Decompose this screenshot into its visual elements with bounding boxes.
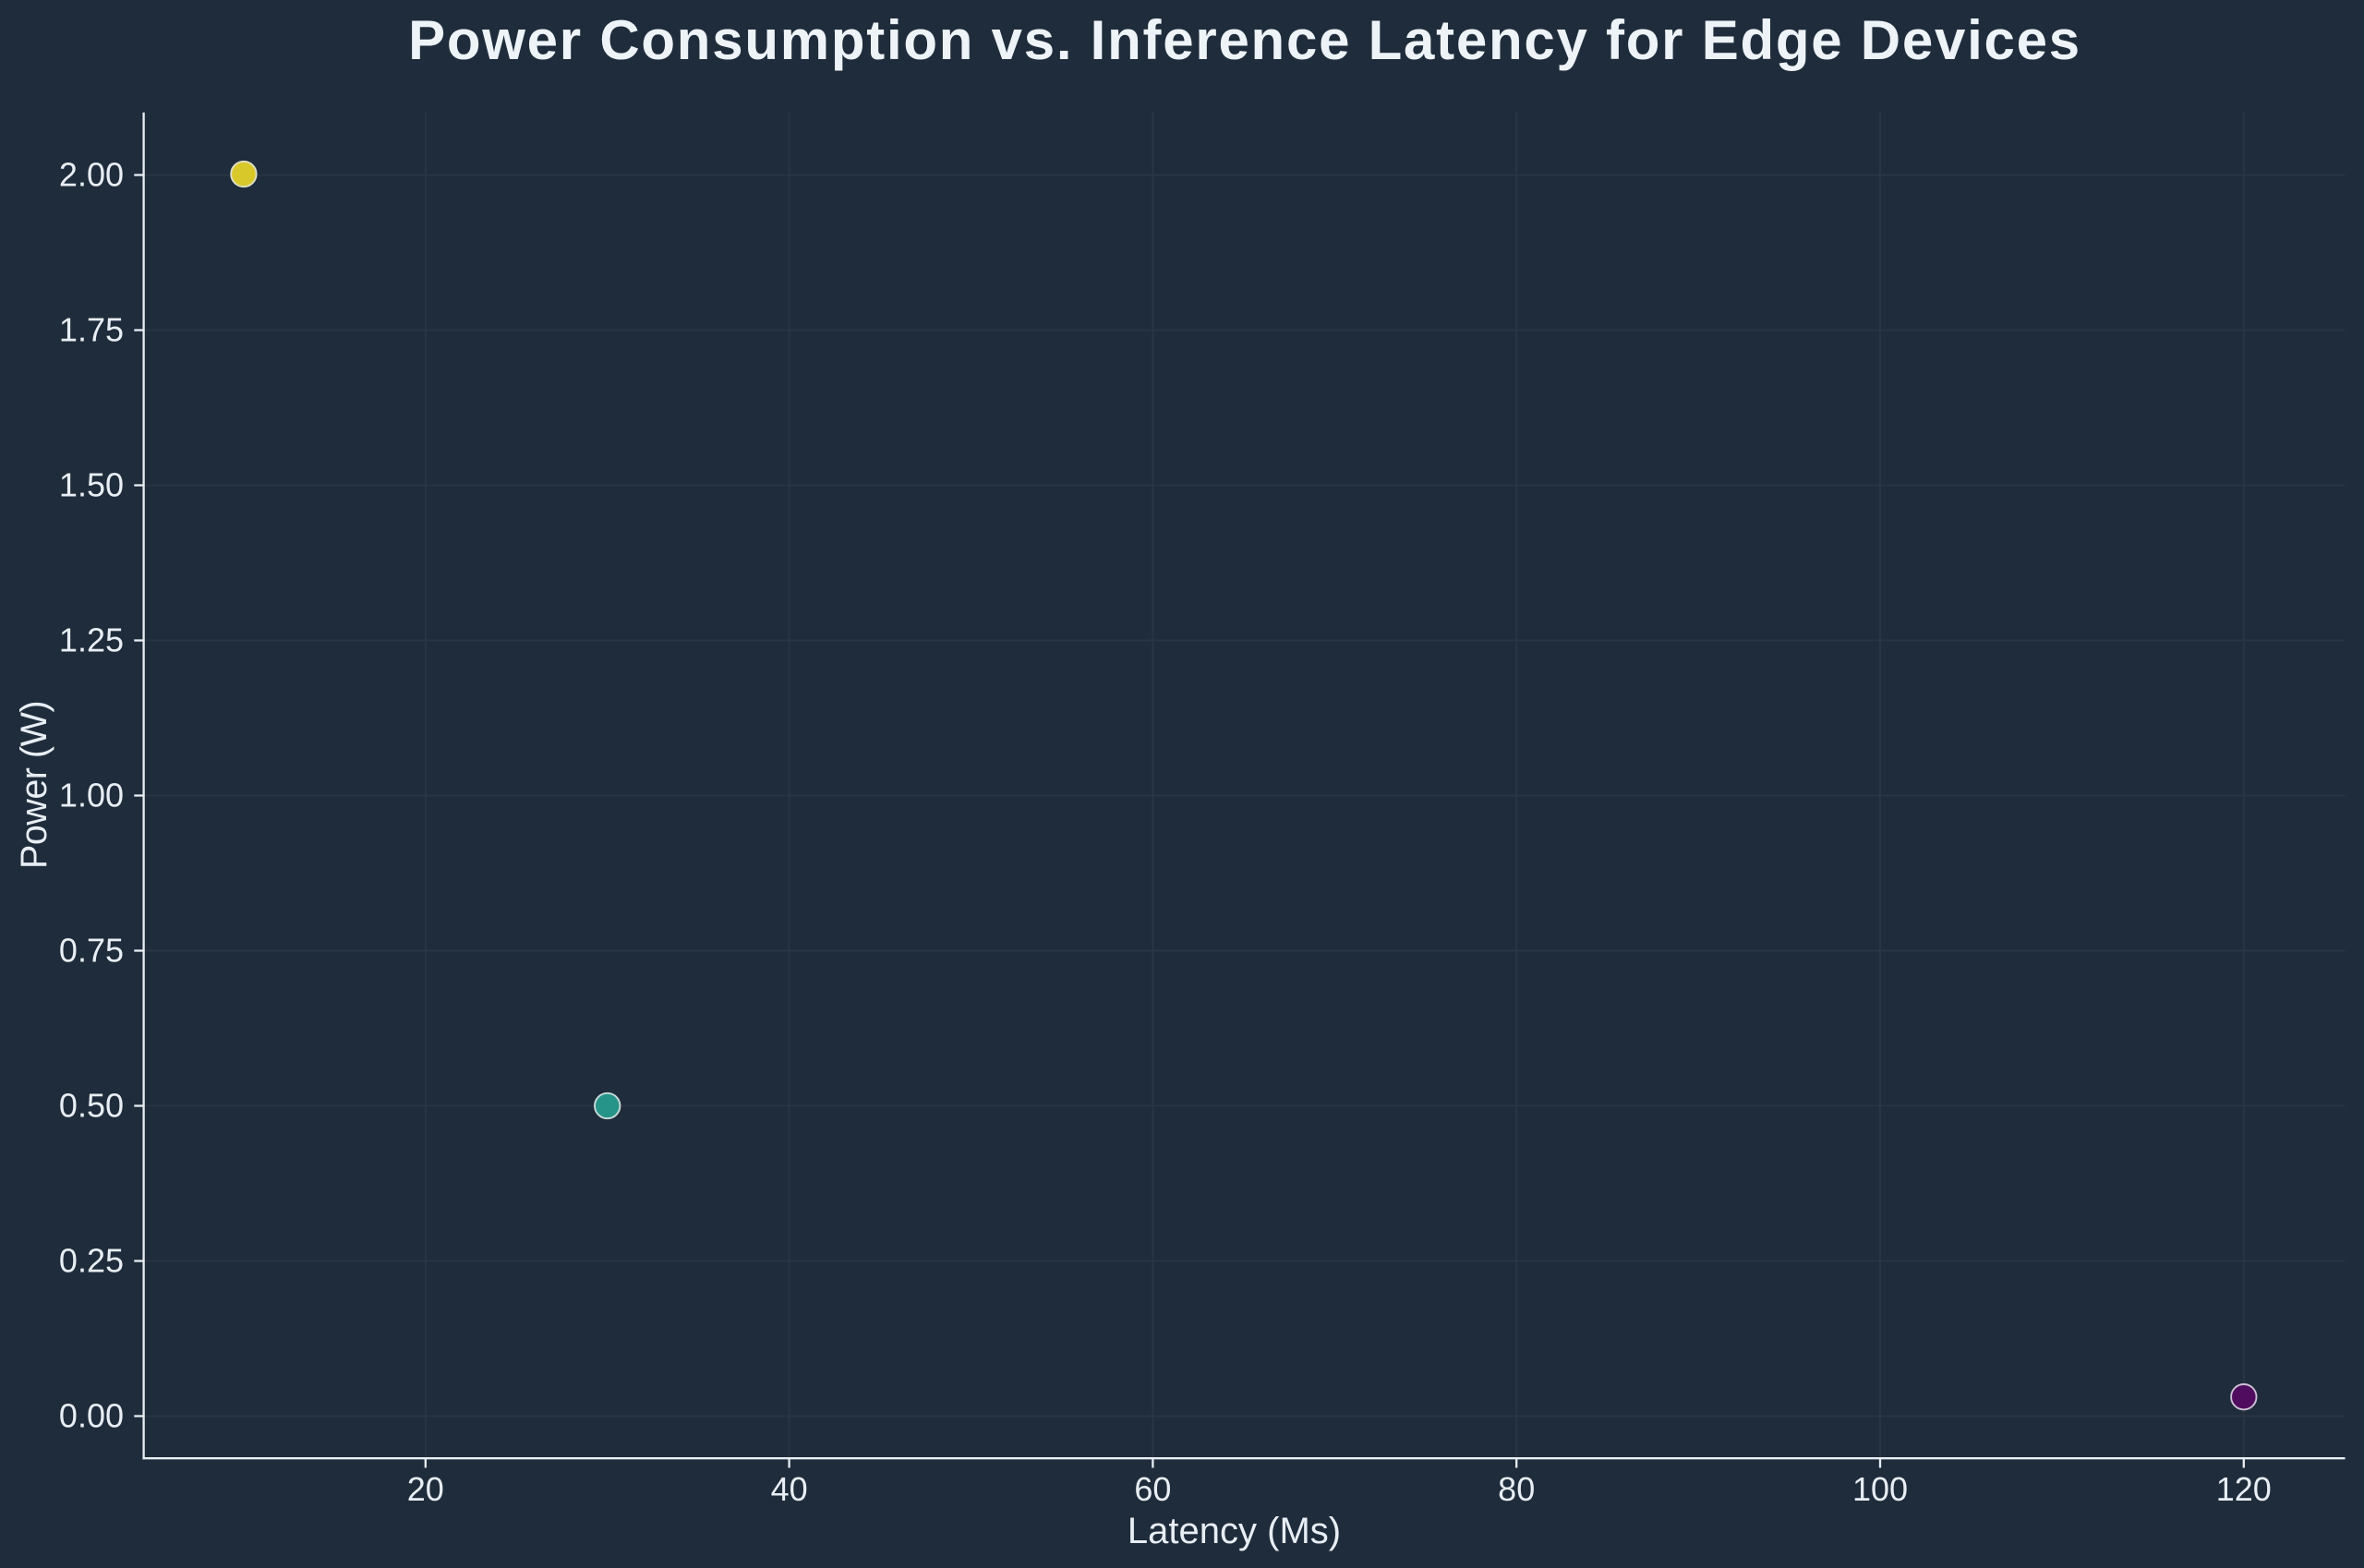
svg-text:2.00: 2.00 — [59, 156, 124, 194]
svg-text:1.50: 1.50 — [59, 466, 124, 504]
svg-text:Power Consumption vs. Inferenc: Power Consumption vs. Inference Latency … — [408, 9, 2081, 71]
svg-text:1.00: 1.00 — [59, 777, 124, 814]
svg-text:20: 20 — [407, 1470, 444, 1508]
svg-text:Power (W): Power (W) — [14, 701, 54, 869]
svg-text:100: 100 — [1852, 1470, 1908, 1508]
svg-text:1.75: 1.75 — [59, 311, 124, 349]
svg-text:0.75: 0.75 — [59, 932, 124, 970]
svg-text:120: 120 — [2216, 1470, 2272, 1508]
svg-text:0.25: 0.25 — [59, 1242, 124, 1280]
svg-text:Latency (Ms): Latency (Ms) — [1128, 1511, 1341, 1551]
svg-text:80: 80 — [1498, 1470, 1535, 1508]
svg-text:0.00: 0.00 — [59, 1397, 124, 1435]
svg-text:0.50: 0.50 — [59, 1087, 124, 1125]
svg-text:40: 40 — [771, 1470, 808, 1508]
svg-text:60: 60 — [1134, 1470, 1171, 1508]
svg-text:1.25: 1.25 — [59, 621, 124, 659]
